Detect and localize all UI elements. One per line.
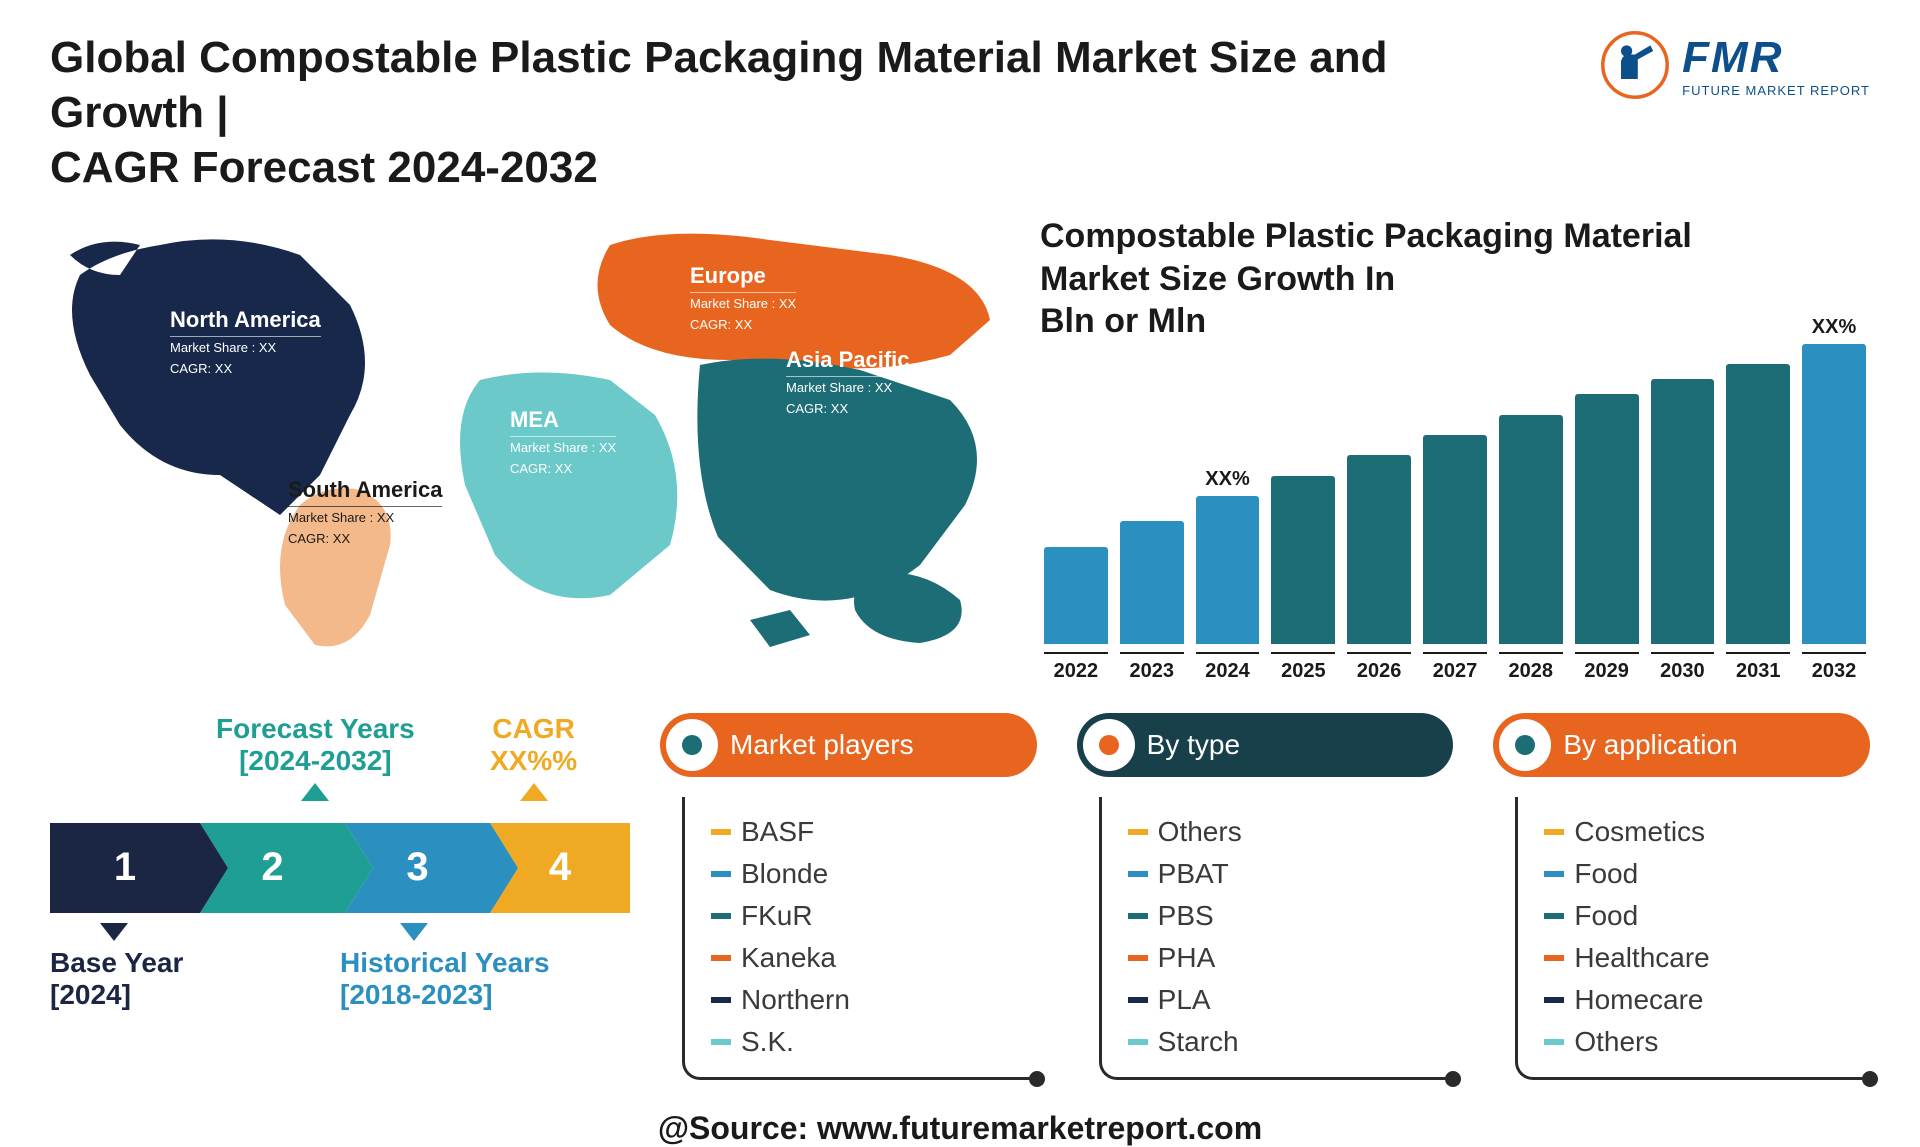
chart-title: Compostable Plastic Packaging Material M… [1040,215,1870,343]
category-item: Homecare [1544,979,1870,1021]
bar [1651,379,1715,643]
title-line-1: Global Compostable Plastic Packaging Mat… [50,30,1450,140]
logo-text-main: FMR [1682,33,1870,83]
bar-column: 2029 [1575,366,1639,682]
region-label-eu: EuropeMarket Share : XXCAGR: XX [690,263,796,332]
category-item: Others [1544,1021,1870,1063]
category-block: Market players BASFBlondeFKuRKanekaNorthe… [660,713,1037,1080]
region-label-mea: MEAMarket Share : XXCAGR: XX [510,407,616,476]
bar-year-label: 2029 [1575,652,1639,683]
bar-year-label: 2023 [1120,652,1184,683]
timeline: Forecast Years [2024-2032] CAGR XX%% 123… [50,713,630,1043]
timeline-bot-historical: Historical Years [2018-2023] [340,913,550,1011]
category-item: S.K. [711,1021,1037,1063]
bar-year-label: 2028 [1499,652,1563,683]
bar [1347,455,1411,643]
timeline-top-forecast: Forecast Years [2024-2032] [216,713,415,801]
bar-year-label: 2031 [1726,652,1790,683]
bar [1499,415,1563,644]
timeline-top-cagr: CAGR XX%% [490,713,577,801]
category-block: By type OthersPBATPBSPHAPLAStarch [1077,713,1454,1080]
bar-value-label: XX% [1205,468,1249,492]
header: Global Compostable Plastic Packaging Mat… [50,30,1870,195]
category-item: PBS [1128,895,1454,937]
bar [1802,344,1866,644]
logo-text-sub: FUTURE MARKET REPORT [1682,83,1870,98]
bar-column: 2030 [1651,351,1715,682]
category-header: By type [1077,713,1454,777]
bar-value-label: XX% [1812,316,1856,340]
category-item: Starch [1128,1021,1454,1063]
logo: FMR FUTURE MARKET REPORT [1600,30,1870,100]
category-item: Blonde [711,853,1037,895]
title-line-2: CAGR Forecast 2024-2032 [50,140,1450,195]
bar-column: XX% 2024 [1196,468,1260,682]
region-label-na: North AmericaMarket Share : XXCAGR: XX [170,307,321,376]
category-item: Healthcare [1544,937,1870,979]
chart-bars: 2022 2023 XX% 2024 2025 2026 2027 2028 2… [1040,353,1870,683]
bar-column: 2022 [1044,519,1108,683]
bar-year-label: 2030 [1651,652,1715,683]
category-item: Food [1544,895,1870,937]
category-item: FKuR [711,895,1037,937]
bar-year-label: 2022 [1044,652,1108,683]
world-map: North AmericaMarket Share : XXCAGR: XX So… [50,215,1010,655]
page-title: Global Compostable Plastic Packaging Mat… [50,30,1450,195]
region-label-ap: Asia PacificMarket Share : XXCAGR: XX [786,347,910,416]
region-label-sa: South AmericaMarket Share : XXCAGR: XX [288,477,442,546]
arrow-down-icon [400,923,428,941]
bar-column: XX% 2032 [1802,316,1866,683]
category-block: By applicationCosmeticsFoodFoodHealthcar… [1493,713,1870,1080]
category-item: PLA [1128,979,1454,1021]
bar-year-label: 2027 [1423,652,1487,683]
bar [1120,521,1184,643]
source-attribution: @Source: www.futuremarketreport.com [50,1110,1870,1147]
bar [1044,547,1108,644]
upper-row: North AmericaMarket Share : XXCAGR: XX So… [50,215,1870,683]
category-item: PHA [1128,937,1454,979]
timeline-bottom: Base Year [2024] Historical Years [2018-… [50,913,630,1043]
bar-column: 2027 [1423,407,1487,682]
bar-column: 2026 [1347,427,1411,682]
bar [1726,364,1790,644]
category-header: Market players [660,713,1037,777]
category-item: Cosmetics [1544,811,1870,853]
category-list: CosmeticsFoodFoodHealthcareHomecareOther… [1515,797,1870,1080]
category-item: Kaneka [711,937,1037,979]
bar [1271,476,1335,644]
bar [1575,394,1639,643]
arrow-up-icon [520,783,548,801]
bar-year-label: 2025 [1271,652,1335,683]
category-list: BASFBlondeFKuRKanekaNorthernS.K. [682,797,1037,1080]
category-list: OthersPBATPBSPHAPLAStarch [1099,797,1454,1080]
bar-column: 2031 [1726,336,1790,683]
category-item: Food [1544,853,1870,895]
arrow-down-icon [100,923,128,941]
lower-row: Forecast Years [2024-2032] CAGR XX%% 123… [50,713,1870,1080]
bar [1196,496,1260,643]
timeline-segment-1: 1 [50,823,200,913]
category-item: Northern [711,979,1037,1021]
category-item: BASF [711,811,1037,853]
category-item: Others [1128,811,1454,853]
category-item: PBAT [1128,853,1454,895]
bar-year-label: 2026 [1347,652,1411,683]
category-columns: Market players BASFBlondeFKuRKanekaNorthe… [660,713,1870,1080]
bar-column: 2025 [1271,448,1335,683]
arrow-up-icon [301,783,329,801]
bar-year-label: 2024 [1196,652,1260,683]
bar-chart: Compostable Plastic Packaging Material M… [1030,215,1870,683]
telescope-icon [1600,30,1670,100]
bar-column: 2023 [1120,493,1184,682]
bar-column: 2028 [1499,387,1563,683]
timeline-segments: 1234 [50,823,630,913]
bar-year-label: 2032 [1802,652,1866,683]
category-header: By application [1493,713,1870,777]
bar [1423,435,1487,643]
timeline-bot-base: Base Year [2024] [50,913,183,1011]
